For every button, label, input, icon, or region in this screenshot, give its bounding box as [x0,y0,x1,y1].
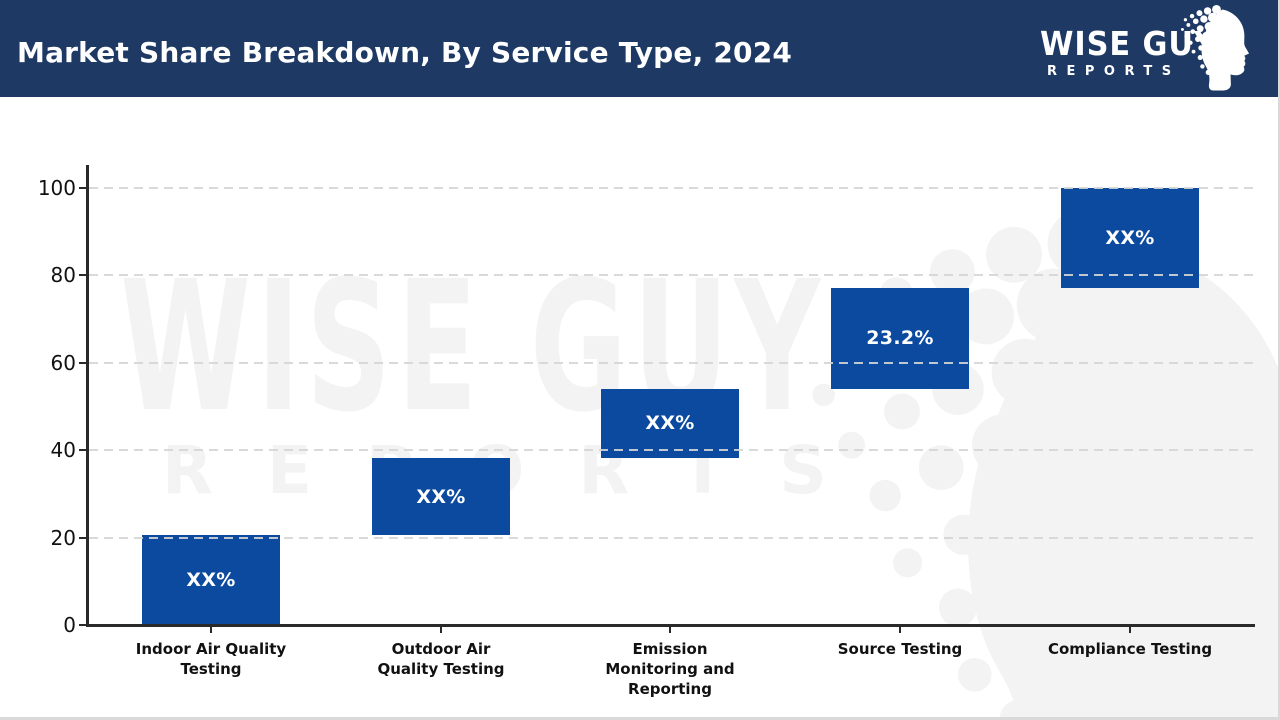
y-tick-label: 20 [50,525,76,550]
bar-value-label: XX% [1105,226,1155,249]
y-tick-mark [79,187,87,189]
header-bar: Market Share Breakdown, By Service Type,… [0,0,1278,97]
chart-title: Market Share Breakdown, By Service Type,… [17,36,793,69]
x-tick-label: Indoor Air Quality Testing [135,640,287,678]
bar: XX% [1061,188,1199,288]
bar-value-label: XX% [186,569,236,592]
x-tick-label: Emission Monitoring and Reporting [605,640,735,698]
y-tick-label: 80 [50,263,76,288]
y-tick-label: 100 [37,176,76,200]
x-tick-label: Source Testing [837,640,963,658]
wiseguy-face-logo-icon [1178,5,1252,94]
y-axis-line [86,165,89,627]
bar: 23.2% [831,287,969,389]
gridline [89,536,1254,539]
y-tick-mark [79,361,87,364]
bar: XX% [601,389,739,458]
x-tick-mark [440,626,442,633]
bar-value-label: 23.2% [866,327,934,350]
x-tick-mark [1129,626,1131,633]
gridline [89,449,1254,452]
bar: XX% [372,457,510,536]
logo-wordmark: WISE GUY [1040,24,1217,63]
y-tick-label: 40 [50,438,76,463]
x-tick-mark [210,626,212,633]
y-tick-label: 0 [63,613,76,637]
gridline [89,361,1254,364]
y-tick-mark [79,536,87,539]
y-tick-label: 60 [50,350,76,375]
gridline [89,187,1254,189]
bar-value-label: XX% [645,412,695,435]
gridline [89,274,1254,277]
x-tick-mark [899,626,901,633]
watermark-text-reports: REPORTS [162,432,881,509]
x-tick-mark [669,626,671,633]
y-tick-mark [79,274,87,277]
x-tick-label: Outdoor Air Quality Testing [377,640,505,678]
logo-subtext: REPORTS [1047,64,1181,79]
bar: XX% [142,535,280,625]
y-tick-mark [79,449,87,452]
x-tick-label: Compliance Testing [1047,640,1213,658]
bar-value-label: XX% [416,485,466,508]
y-tick-mark [79,624,87,626]
x-axis-line [86,624,1255,627]
